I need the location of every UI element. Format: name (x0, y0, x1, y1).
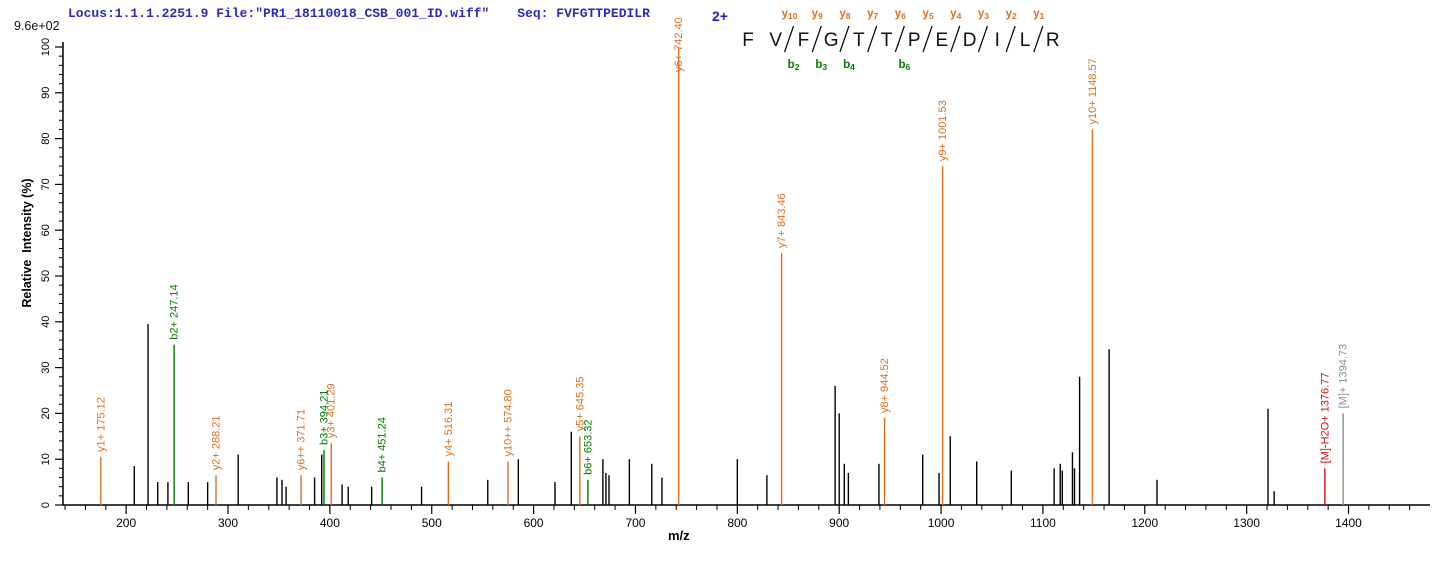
y-tick-label: 40 (40, 316, 52, 328)
cleavage-slash (977, 25, 989, 53)
locus-file-text: Locus:1.1.1.2251.9 File:"PR1_18110018_CS… (68, 6, 490, 21)
y-ion-label: y4 (950, 8, 961, 21)
y-ion-label: y3 (978, 8, 989, 21)
x-tick-label: 300 (218, 516, 238, 530)
y-ion-label: y1 (1033, 8, 1044, 21)
residue-letter: G (824, 30, 839, 51)
y-tick-label: 0 (40, 502, 52, 508)
x-tick-label: 1000 (928, 516, 955, 530)
residue-letter: D (963, 30, 977, 51)
y-tick-label: 10 (40, 453, 52, 465)
y-ion-label: y9 (812, 8, 823, 21)
y-ion-label: y7 (867, 8, 878, 21)
residue-letter: F (742, 30, 754, 51)
x-tick-label: 900 (829, 516, 849, 530)
sequence-text: Seq: FVFGTTPEDILR (517, 6, 650, 21)
y-tick-label: 20 (40, 407, 52, 419)
cleavage-slash (1005, 25, 1016, 53)
peak-label: y1+ 175.12 (95, 397, 107, 452)
y-tick-label: 100 (40, 38, 52, 56)
peak-label: y3+ 401.29 (326, 383, 338, 438)
peak-label: y7+ 843.46 (776, 193, 788, 248)
x-tick-label: 1100 (1030, 516, 1056, 530)
y-tick-label: 60 (40, 224, 52, 236)
y-ion-label: y10 (782, 8, 798, 21)
intensity-scale-label: 9.6e+02 (14, 19, 60, 33)
peak-label: [M]+ 1394.73 (1338, 344, 1350, 409)
peak-label: y10++ 574.80 (502, 389, 514, 456)
x-tick-label: 1300 (1233, 516, 1260, 530)
peak-label: y6+ 742.40 (673, 17, 685, 72)
y-tick-label: 50 (40, 270, 52, 282)
residue-letter: F (798, 30, 810, 51)
peak-label: [M]-H2O+ 1376.77 (1319, 373, 1331, 464)
peak-label: b4+ 451.24 (377, 417, 389, 472)
x-tick-label: 500 (422, 516, 442, 530)
peak-label: b3+ 394.21 (318, 390, 330, 445)
peak-label: y2+ 288.21 (211, 415, 223, 470)
cleavage-slash (950, 25, 961, 53)
cleavage-slash (811, 25, 822, 53)
residue-letter: T (853, 30, 865, 51)
header-line: Locus:1.1.1.2251.9 File:"PR1_18110018_CS… (68, 6, 650, 21)
y-ion-label: y6 (895, 8, 906, 21)
cleavage-slash (1033, 25, 1044, 53)
peak-label: y4+ 516.31 (443, 402, 455, 457)
cleavage-slash (839, 25, 850, 53)
peak-label: y8+ 944.52 (879, 358, 891, 413)
peak-label: y9+ 1001.53 (937, 100, 949, 161)
peak-label: b2+ 247.14 (169, 284, 181, 339)
residue-letter: V (769, 30, 782, 51)
residue-letter: P (908, 30, 921, 51)
x-tick-label: 200 (116, 516, 136, 530)
residue-letter: T (881, 30, 893, 51)
charge-state-label: 2+ (712, 8, 728, 24)
b-ion-label: b2 (788, 59, 800, 72)
x-axis-title: m/z (668, 528, 690, 543)
y-tick-label: 80 (40, 132, 52, 144)
residue-letter: E (936, 30, 949, 51)
x-tick-label: 400 (320, 516, 340, 530)
x-tick-label: 1200 (1131, 516, 1158, 530)
cleavage-slash (922, 25, 933, 53)
x-tick-label: 1400 (1335, 516, 1362, 530)
cleavage-slash (894, 25, 905, 53)
y-tick-label: 90 (40, 87, 52, 99)
peak-label: y5+ 645.35 (574, 377, 586, 432)
peak-label: y6++ 371.71 (296, 409, 308, 470)
x-tick-label: 800 (727, 516, 747, 530)
y-tick-label: 70 (40, 178, 52, 190)
residue-letter: I (995, 30, 1000, 51)
cleavage-slash (783, 25, 795, 53)
cleavage-slash (867, 25, 878, 53)
b-ion-label: b3 (815, 59, 827, 72)
y-tick-label: 30 (40, 361, 52, 373)
y-ion-label: y2 (1006, 8, 1017, 21)
y-ion-label: y5 (922, 8, 933, 21)
peak-label: b6+ 653.32 (582, 419, 594, 474)
residue-letter: R (1046, 30, 1060, 51)
b-ion-label: b6 (898, 59, 910, 72)
residue-letter: L (1020, 30, 1031, 51)
y-ion-label: y8 (839, 8, 850, 21)
peak-label: y10+ 1148.57 (1087, 58, 1099, 124)
b-ion-label: b4 (843, 59, 855, 72)
x-tick-label: 700 (625, 516, 645, 530)
x-tick-label: 600 (524, 516, 544, 530)
